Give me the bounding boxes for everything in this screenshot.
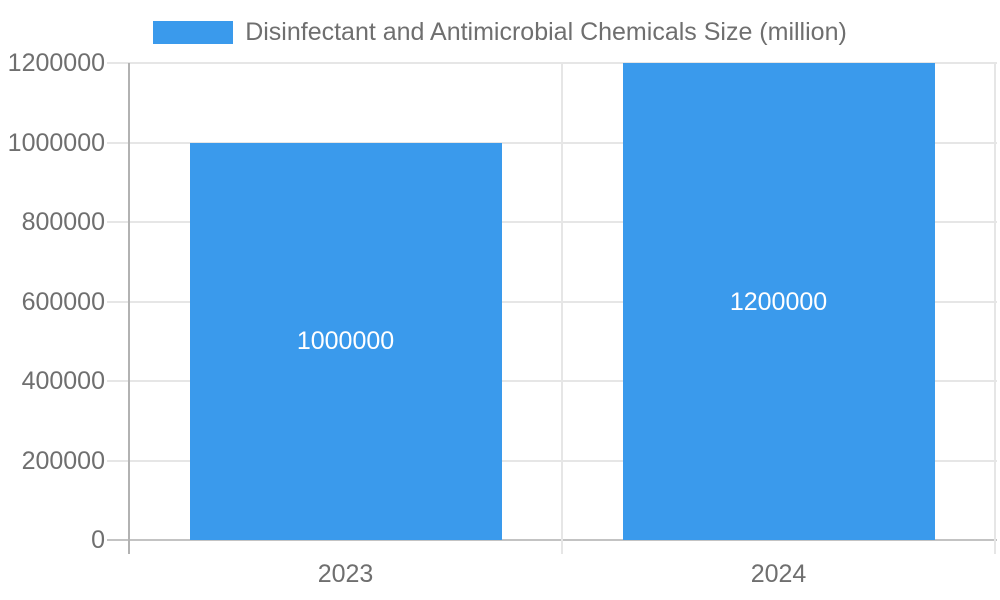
- gridline: [107, 380, 997, 382]
- y-tick-label: 1000000: [7, 128, 105, 157]
- y-tick-label: 600000: [21, 287, 105, 316]
- bar[interactable]: [622, 63, 935, 540]
- bar-value-label: 1200000: [729, 287, 828, 316]
- y-axis-line: [128, 63, 130, 554]
- legend-swatch-icon: [153, 21, 234, 44]
- gridline: [107, 221, 997, 223]
- bar[interactable]: [189, 142, 502, 540]
- category-boundary-gridline: [994, 63, 996, 554]
- x-tick-label: 2023: [317, 560, 374, 588]
- y-tick-label: 800000: [21, 208, 105, 236]
- x-tick-label: 2024: [750, 560, 807, 588]
- y-tick-label: 0: [91, 526, 105, 554]
- gridline: [107, 62, 997, 64]
- y-tick-label: 1200000: [7, 49, 105, 77]
- chart-legend[interactable]: Disinfectant and Antimicrobial Chemicals…: [0, 20, 1000, 45]
- x-axis-zero-line: [107, 539, 997, 541]
- gridline: [107, 459, 997, 462]
- category-boundary-gridline: [561, 63, 563, 554]
- y-tick-label: 400000: [21, 367, 105, 395]
- gridline: [107, 141, 997, 144]
- y-tick-label: 200000: [21, 446, 105, 475]
- gridline: [107, 300, 997, 303]
- chart-title: Disinfectant and Antimicrobial Chemicals…: [245, 18, 847, 46]
- bar-value-label: 1000000: [296, 327, 395, 356]
